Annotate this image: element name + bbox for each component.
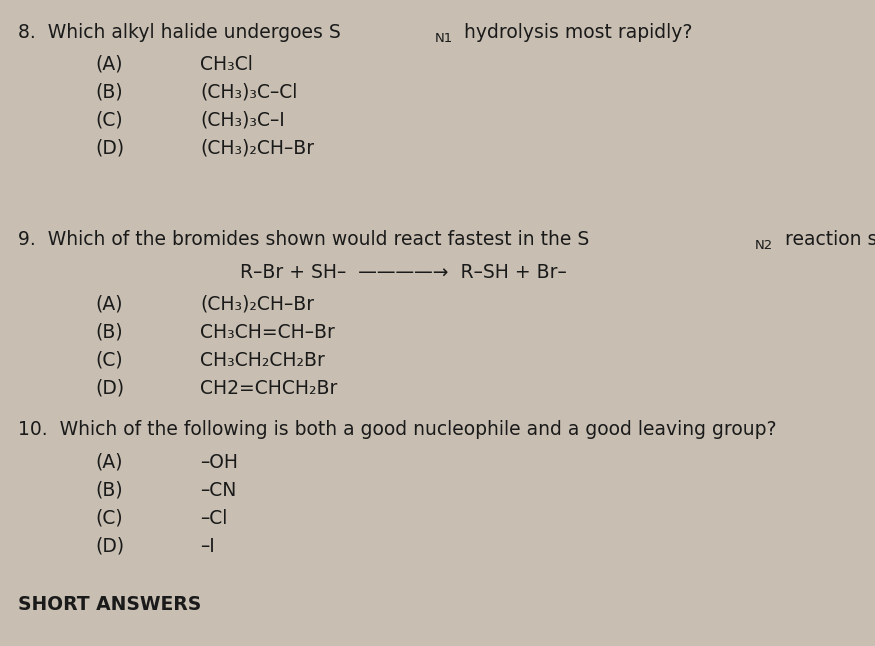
Text: (C): (C) <box>95 351 123 370</box>
Text: (CH₃)₃C–Cl: (CH₃)₃C–Cl <box>200 83 298 102</box>
Text: (B): (B) <box>95 83 123 102</box>
Text: R–Br + SH–  ————→  R–SH + Br–: R–Br + SH– ————→ R–SH + Br– <box>240 263 567 282</box>
Text: (D): (D) <box>95 537 124 556</box>
Text: –OH: –OH <box>200 453 238 472</box>
Text: (A): (A) <box>95 55 123 74</box>
Text: (CH₃)₂CH–Br: (CH₃)₂CH–Br <box>200 139 314 158</box>
Text: (B): (B) <box>95 323 123 342</box>
Text: N1: N1 <box>435 32 452 45</box>
Text: N2: N2 <box>755 239 774 252</box>
Text: CH2=CHCH₂Br: CH2=CHCH₂Br <box>200 379 338 398</box>
Text: –I: –I <box>200 537 214 556</box>
Text: (D): (D) <box>95 139 124 158</box>
Text: CH₃CH₂CH₂Br: CH₃CH₂CH₂Br <box>200 351 325 370</box>
Text: –Cl: –Cl <box>200 509 228 528</box>
Text: CH₃Cl: CH₃Cl <box>200 55 253 74</box>
Text: (A): (A) <box>95 295 123 314</box>
Text: –CN: –CN <box>200 481 236 500</box>
Text: 10.  Which of the following is both a good nucleophile and a good leaving group?: 10. Which of the following is both a goo… <box>18 420 776 439</box>
Text: reaction shown:: reaction shown: <box>779 230 875 249</box>
Text: hydrolysis most rapidly?: hydrolysis most rapidly? <box>458 23 692 42</box>
Text: 9.  Which of the bromides shown would react fastest in the S: 9. Which of the bromides shown would rea… <box>18 230 589 249</box>
Text: 8.  Which alkyl halide undergoes S: 8. Which alkyl halide undergoes S <box>18 23 340 42</box>
Text: (C): (C) <box>95 111 123 130</box>
Text: CH₃CH=CH–Br: CH₃CH=CH–Br <box>200 323 335 342</box>
Text: SHORT ANSWERS: SHORT ANSWERS <box>18 595 201 614</box>
Text: (CH₃)₂CH–Br: (CH₃)₂CH–Br <box>200 295 314 314</box>
Text: (C): (C) <box>95 509 123 528</box>
Text: (CH₃)₃C–I: (CH₃)₃C–I <box>200 111 284 130</box>
Text: (B): (B) <box>95 481 123 500</box>
Text: (D): (D) <box>95 379 124 398</box>
Text: (A): (A) <box>95 453 123 472</box>
